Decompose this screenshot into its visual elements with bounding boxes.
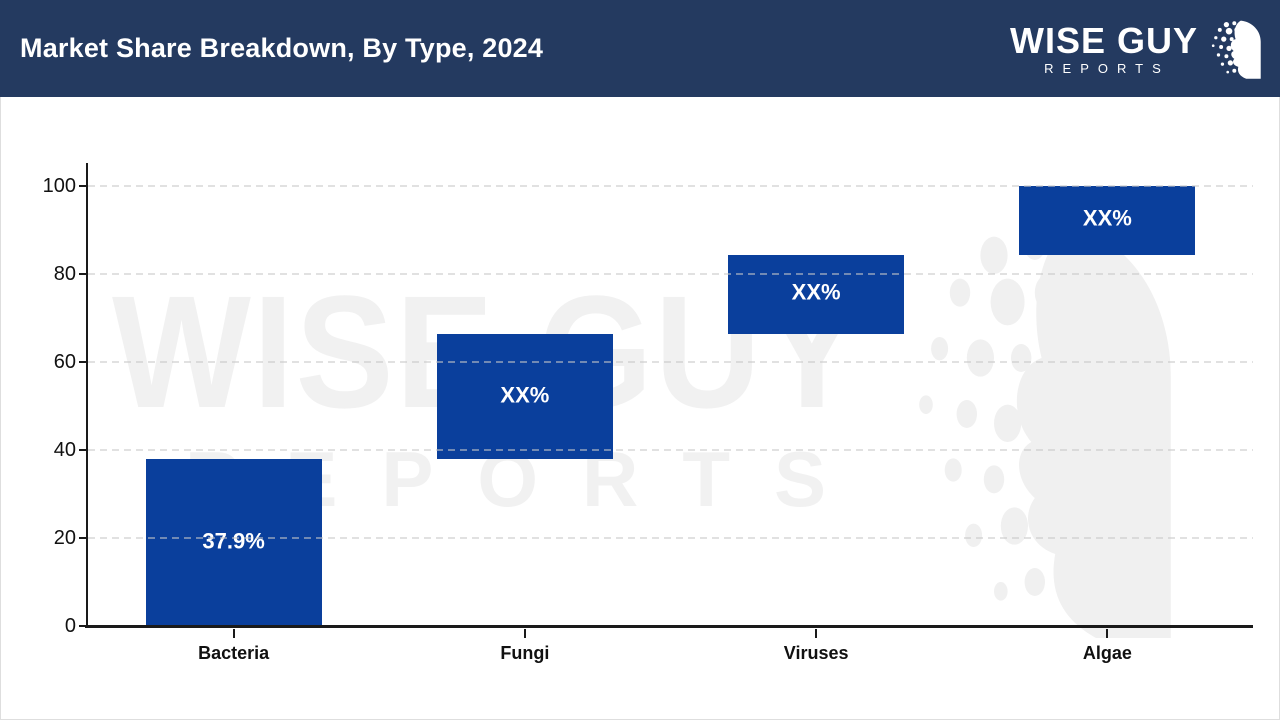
logo-subtitle: REPORTS [1044,60,1170,76]
x-tick-mark-fungi [523,629,526,638]
gridline-y-40 [88,449,1253,451]
wise-guy-reports-logo: WISE GUY REPORTS [1010,6,1266,92]
y-tick-mark-40 [79,449,88,451]
bar-bacteria: 37.9% [145,459,322,626]
bar-value-label-bacteria: 37.9% [202,528,265,554]
logo-face-dots-icon [1211,20,1261,79]
bar-fungi: XX% [436,334,613,460]
x-tick-mark-algae [1106,629,1109,638]
x-tick-mark-bacteria [232,629,235,638]
category-label-viruses: Viruses [783,643,849,663]
logo-wordmark: WISE GUY [1009,19,1198,61]
y-tick-mark-100 [79,185,88,187]
gridline-y-20 [88,537,1253,539]
page-title: Market Share Breakdown, By Type, 2024 [20,33,544,63]
gridline-y-100 [88,185,1253,187]
bar-value-label-fungi: XX% [500,382,550,408]
y-tick-label-40: 40 [53,439,76,461]
y-tick-mark-20 [79,537,88,539]
header-bar: Market Share Breakdown, By Type, 2024 WI… [0,0,1280,97]
x-axis-line [85,625,1253,628]
y-tick-mark-80 [79,273,88,275]
plot-area: 37.9% XX% XX% XX% [88,163,1253,626]
bar-algae: XX% [1019,186,1196,255]
category-label-fungi: Fungi [500,643,550,663]
gridline-y-60 [88,361,1253,363]
logo-text: WISE GUY REPORTS [1009,19,1198,76]
y-tick-mark-60 [79,361,88,363]
y-axis-line [86,163,88,627]
y-tick-label-60: 60 [53,351,76,373]
y-tick-label-80: 80 [53,263,76,285]
watermark-face-dots-icon [919,227,1171,638]
category-label-algae: Algae [1082,643,1132,663]
y-tick-mark-0 [79,625,88,627]
category-label-bacteria: Bacteria [198,643,270,663]
bar-viruses: XX% [728,254,905,335]
bar-value-label-viruses: XX% [791,280,841,306]
x-tick-mark-viruses [815,629,818,638]
gridline-y-80 [88,273,1253,275]
y-tick-label-0: 0 [64,615,76,637]
y-tick-label-20: 20 [53,527,76,549]
y-tick-label-100: 100 [42,175,76,197]
bar-value-label-algae: XX% [1082,206,1132,232]
